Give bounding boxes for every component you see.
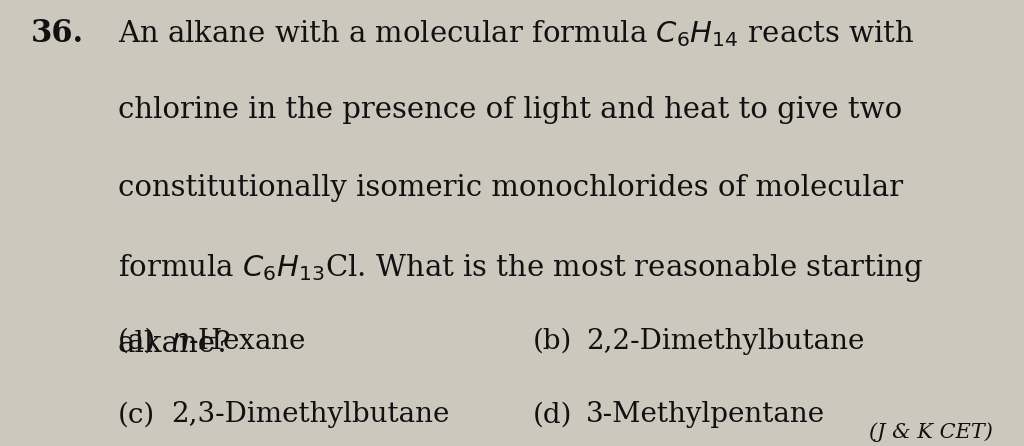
Text: (b): (b): [532, 328, 571, 355]
Text: 2,2-Dimethylbutane: 2,2-Dimethylbutane: [586, 328, 864, 355]
Text: (J & K CET): (J & K CET): [869, 422, 993, 442]
Text: (d): (d): [532, 401, 572, 429]
Text: formula $C_6H_{13}$Cl. What is the most reasonable starting: formula $C_6H_{13}$Cl. What is the most …: [118, 252, 923, 284]
Text: $n$-Hexane: $n$-Hexane: [171, 328, 305, 355]
Text: (c): (c): [118, 401, 155, 429]
Text: An alkane with a molecular formula $C_6H_{14}$ reacts with: An alkane with a molecular formula $C_6H…: [118, 18, 914, 49]
Text: 36.: 36.: [31, 18, 84, 49]
Text: (a): (a): [118, 328, 156, 355]
Text: alkane?: alkane?: [118, 330, 231, 358]
Text: 2,3-Dimethylbutane: 2,3-Dimethylbutane: [171, 401, 450, 429]
Text: constitutionally isomeric monochlorides of molecular: constitutionally isomeric monochlorides …: [118, 174, 903, 202]
Text: 3-Methylpentane: 3-Methylpentane: [586, 401, 825, 429]
Text: chlorine in the presence of light and heat to give two: chlorine in the presence of light and he…: [118, 96, 902, 124]
